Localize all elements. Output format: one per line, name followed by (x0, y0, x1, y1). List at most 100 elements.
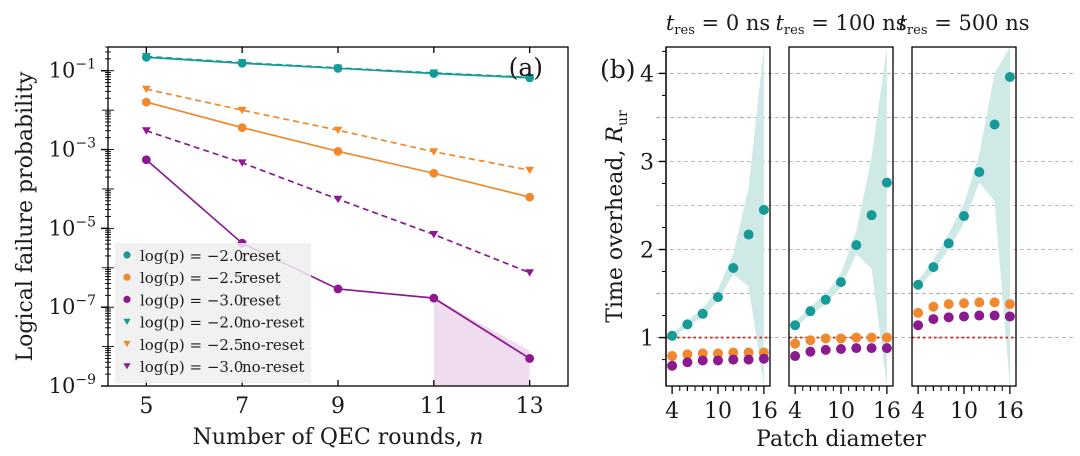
panel-b-subpanel: tres = 0 ns 4 10 16 (665, 11, 778, 424)
panel-b-subpanel-title: tres = 500 ns (898, 11, 1029, 38)
legend-item[interactable]: log(p) = −2.5no-reset (123, 336, 304, 354)
panel-a-xtick-label: 11 (420, 394, 448, 419)
marker-circle (881, 332, 892, 343)
marker-circle (728, 263, 739, 274)
marker-circle (697, 348, 708, 359)
panel-b-ytick-label: 3 (640, 150, 654, 175)
panel-b-xlabel: Patch diameter (756, 427, 926, 452)
panel-a-series-markers (141, 155, 535, 363)
legend-item-kind: reset (242, 247, 281, 265)
marker-triangle (237, 106, 247, 115)
panel-b-series-markers (913, 310, 1015, 331)
panel-a-series-markers (141, 127, 535, 277)
panel-b-series-markers (790, 343, 892, 362)
panel-b-ytick-label: 4 (640, 62, 654, 87)
panel-b-subpanel-title: tres = 100 ns (775, 11, 906, 38)
panel-b-xtick-label: 16 (750, 399, 778, 424)
marker-circle (866, 332, 877, 343)
marker-circle (713, 292, 723, 303)
marker-triangle (429, 231, 439, 239)
marker-triangle (123, 340, 131, 348)
marker-circle (790, 320, 801, 331)
marker-triangle (237, 59, 247, 67)
marker-circle (728, 354, 739, 365)
marker-circle (820, 344, 831, 355)
panel-a-ytick-label: 10−9 (49, 372, 96, 398)
panel-a-series-markers (141, 97, 535, 202)
panel-b-ytick-label: 1 (640, 327, 654, 352)
panel-a-ytick-label: 10−1 (49, 57, 96, 83)
marker-circle (1004, 71, 1015, 82)
panel-a-xtick-label: 9 (331, 394, 345, 419)
panel-b-xtick-label: 4 (911, 399, 925, 424)
panel-b-series-markers (913, 297, 1015, 318)
marker-circle (525, 192, 535, 202)
marker-circle (805, 335, 816, 346)
marker-circle (682, 357, 693, 368)
panel-b-tag: (b) (600, 55, 636, 84)
marker-circle (866, 343, 877, 354)
marker-circle (943, 299, 954, 310)
panel-b-xtick-label: 4 (665, 399, 679, 424)
marker-circle (333, 284, 343, 294)
marker-circle (1004, 299, 1015, 310)
marker-circle (429, 168, 439, 178)
marker-triangle (123, 318, 131, 325)
marker-triangle (525, 73, 535, 82)
marker-triangle (141, 127, 151, 135)
marker-circle (974, 310, 985, 321)
panel-a-ytick-label: 10−3 (49, 136, 96, 162)
marker-circle (682, 319, 693, 330)
panel-a-series-line (146, 88, 530, 171)
panel-a-ylabel: Logical failure probability (13, 71, 38, 362)
marker-triangle (333, 64, 343, 72)
panel-a-xtick-label: 7 (235, 394, 249, 419)
marker-triangle (141, 53, 151, 61)
marker-triangle (525, 166, 535, 175)
panel-b-ylabel: Time overhead, Rur (603, 110, 631, 323)
panel-b-ytick-label: 2 (640, 239, 654, 264)
panel-b-confidence-band (672, 47, 764, 386)
panel-a-xlabel: Number of QEC rounds, n (193, 425, 484, 450)
panel-b-xtick-label: 10 (704, 399, 732, 424)
panel-a-ytick-label: 10−7 (49, 293, 96, 319)
marker-circle (989, 310, 1000, 321)
marker-circle (851, 343, 862, 354)
marker-circle (989, 297, 1000, 308)
panel-b-series-markers (667, 204, 769, 341)
marker-circle (836, 344, 846, 355)
legend-item[interactable]: log(p) = −2.0no-reset (123, 314, 304, 332)
marker-circle (943, 312, 954, 323)
legend-item-kind: no-reset (242, 314, 304, 332)
marker-triangle (429, 148, 439, 156)
panel-a-ytick-label: 10−5 (49, 214, 96, 240)
legend-item-label: log(p) = −3.0 (140, 291, 243, 309)
marker-circle (141, 97, 151, 107)
marker-circle (790, 338, 801, 349)
panel-b-series-markers (667, 353, 769, 371)
marker-circle (836, 277, 846, 288)
marker-circle (697, 308, 708, 319)
panel-b-subpanel: tres = 500 ns 4 10 16 (898, 11, 1029, 424)
marker-circle (758, 204, 769, 215)
legend-item[interactable]: log(p) = −3.0no-reset (123, 358, 304, 376)
panel-b-xtick-label: 10 (827, 399, 855, 424)
marker-circle (851, 240, 862, 251)
marker-circle (805, 346, 816, 357)
legend-item-label: log(p) = −2.5 (140, 269, 243, 287)
marker-circle (682, 349, 693, 360)
marker-circle (333, 146, 343, 156)
legend-item-kind: reset (242, 291, 281, 309)
marker-circle (959, 311, 969, 322)
marker-circle (913, 320, 924, 331)
marker-circle (713, 355, 723, 366)
marker-circle (743, 354, 754, 365)
marker-circle (1004, 311, 1015, 322)
marker-triangle (429, 69, 439, 77)
